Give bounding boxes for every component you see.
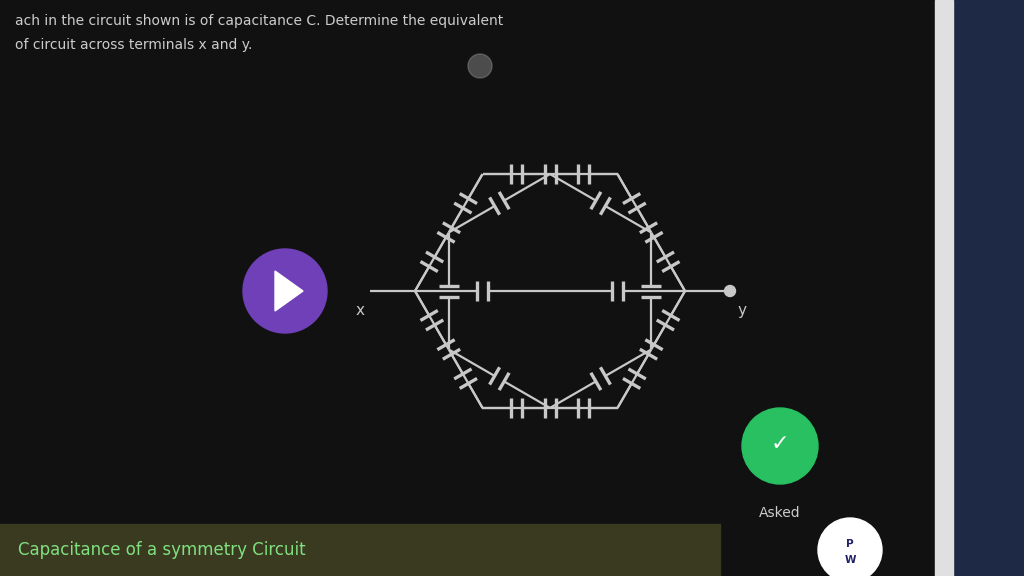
Text: Asked: Asked [759,506,801,520]
Text: x: x [356,303,365,318]
Circle shape [725,286,735,297]
Circle shape [818,518,882,576]
Text: W: W [844,555,856,565]
Text: Capacitance of a symmetry Circuit: Capacitance of a symmetry Circuit [18,541,305,559]
Text: y: y [738,303,746,318]
Circle shape [243,249,327,333]
Text: ach in the circuit shown is of capacitance C. Determine the equivalent: ach in the circuit shown is of capacitan… [15,14,503,28]
Polygon shape [275,271,303,311]
Text: P: P [846,539,854,549]
Circle shape [742,408,818,484]
Circle shape [468,54,492,78]
Bar [935,0,953,576]
Bar [0,524,720,576]
Text: of circuit across terminals x and y.: of circuit across terminals x and y. [15,38,252,52]
Bar [950,0,1024,576]
Text: ✓: ✓ [771,434,790,454]
